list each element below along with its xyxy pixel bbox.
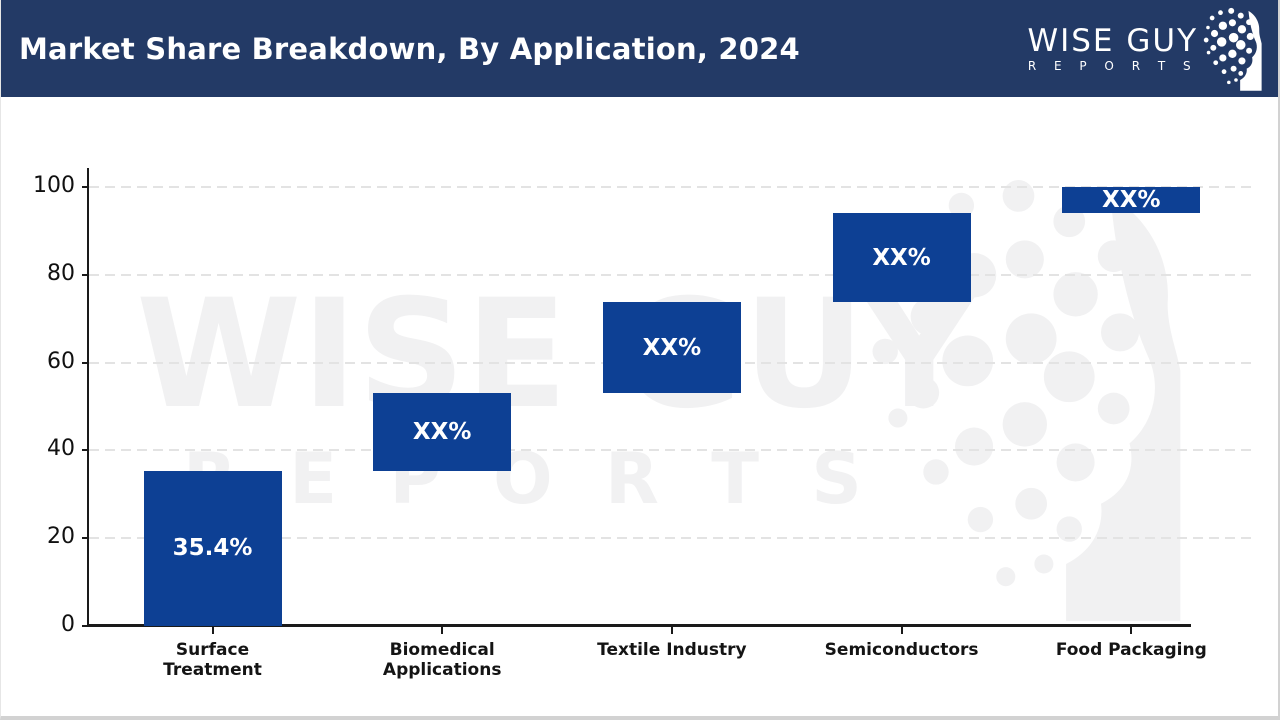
x-axis-tick (211, 627, 214, 634)
x-axis-tick (900, 627, 903, 634)
bar: XX% (602, 302, 741, 394)
y-axis-tick (82, 625, 89, 627)
logo-text: WISE GUY R E P O R T S (1027, 24, 1198, 73)
gridline (89, 186, 1257, 188)
bar: XX% (832, 213, 971, 302)
x-axis-tick (1130, 627, 1133, 634)
y-axis-tick (82, 537, 89, 540)
x-axis-category-label: Surface Treatment (163, 640, 262, 680)
bar-value-label: XX% (872, 244, 931, 271)
y-axis-tick-label: 100 (33, 173, 75, 198)
bar: 35.4% (143, 470, 282, 626)
y-axis-tick (82, 449, 89, 452)
y-axis-tick (82, 273, 89, 276)
y-axis-tick-label: 40 (47, 436, 75, 462)
logo-brand-subtitle: R E P O R T S (1027, 59, 1198, 73)
page-title: Market Share Breakdown, By Application, … (19, 31, 800, 66)
bar-value-label: XX% (1102, 187, 1161, 214)
y-axis-tick-label: 80 (47, 260, 75, 286)
y-axis (87, 168, 89, 627)
y-axis-tick-label: 0 (61, 612, 75, 637)
gridline (89, 537, 1257, 540)
x-axis-category-label: Semiconductors (824, 640, 979, 660)
y-axis-tick (82, 361, 89, 364)
bar-value-label: XX% (412, 418, 472, 445)
x-axis-category-label: Food Packaging (1055, 640, 1207, 660)
bar: XX% (1062, 187, 1201, 214)
bar-value-label: 35.4% (172, 535, 253, 562)
wise-guy-logo: WISE GUY R E P O R T S (1027, 6, 1264, 92)
header-bar: Market Share Breakdown, By Application, … (1, 0, 1278, 97)
x-axis-tick (441, 627, 444, 634)
x-axis-tick (670, 627, 673, 634)
bar: XX% (373, 393, 512, 471)
y-axis-tick-label: 20 (47, 524, 75, 550)
x-axis-category-label: Biomedical Applications (382, 640, 502, 680)
wise-guy-head-icon (1203, 7, 1262, 91)
x-axis-category-label: Textile Industry (597, 640, 747, 660)
gridline (89, 273, 1257, 276)
logo-brand-name: WISE GUY (1027, 23, 1198, 59)
gridline (89, 449, 1257, 452)
x-axis (87, 624, 1191, 627)
y-axis-tick (82, 186, 89, 188)
y-axis-tick-label: 60 (47, 348, 75, 374)
bar-value-label: XX% (642, 334, 702, 361)
